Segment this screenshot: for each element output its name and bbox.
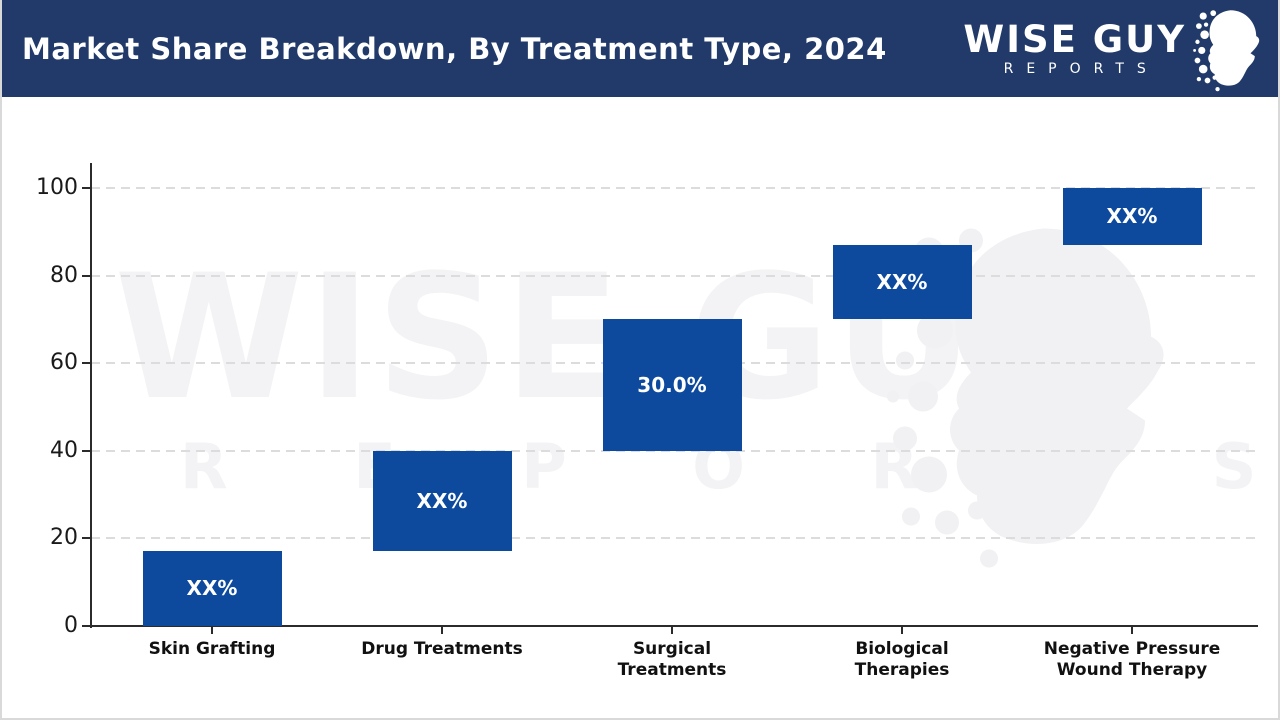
y-axis-label-40: 40 (50, 437, 78, 463)
logo-head-icon (1193, 9, 1260, 91)
y-axis-tick-40 (82, 449, 90, 452)
x-axis-tick-0 (211, 626, 213, 634)
bar-surgical: 30.0% (602, 319, 742, 451)
gridline-40 (91, 449, 1258, 452)
y-axis-tick-100 (82, 187, 90, 189)
bar-value-label: XX% (1106, 204, 1158, 229)
wiseguy-logo: WISE GUY REPORTS (963, 6, 1266, 92)
bar-drug-treatments: XX% (372, 450, 512, 552)
y-axis-tick-80 (82, 274, 90, 277)
bar-negative-pressure: XX% (1062, 188, 1202, 245)
category-label: Drug Treatments (361, 639, 523, 659)
x-axis-tick-2 (671, 626, 673, 634)
category-label: Skin Grafting (148, 639, 276, 659)
bar-value-label: XX% (186, 576, 238, 601)
x-axis-tick-1 (441, 626, 443, 634)
chart-title: Market Share Breakdown, By Treatment Typ… (22, 31, 887, 66)
y-axis-label-60: 60 (50, 350, 78, 375)
logo-subtitle: REPORTS (1003, 61, 1159, 77)
bar-value-label: 30.0% (637, 372, 707, 397)
y-axis-line (90, 163, 92, 628)
bar-value-label: XX% (416, 488, 468, 513)
y-axis-tick-20 (82, 537, 90, 539)
bar-biological: XX% (832, 244, 972, 320)
header: Market Share Breakdown, By Treatment Typ… (2, 0, 1278, 97)
gridline-100 (91, 187, 1258, 189)
logo-wordmark: WISE GUY (963, 18, 1186, 61)
bar-value-label: XX% (876, 270, 928, 295)
gridline-20 (91, 537, 1258, 539)
x-axis-tick-4 (1131, 626, 1133, 634)
y-axis-label-0: 0 (64, 612, 78, 638)
category-label: Surgical Treatments (617, 639, 727, 680)
logo-text: WISE GUY REPORTS (963, 21, 1186, 76)
gridline-80 (91, 274, 1258, 277)
category-label: Biological Therapies (854, 639, 950, 680)
bar-skin-grafting: XX% (142, 551, 282, 626)
y-axis-tick-0 (82, 624, 90, 627)
y-axis-label-80: 80 (50, 262, 78, 288)
category-label: Negative Pressure Wound Therapy (1043, 639, 1221, 680)
y-axis-tick-60 (82, 362, 90, 364)
x-axis-tick-3 (901, 626, 903, 634)
x-axis-line (89, 624, 1258, 627)
y-axis-label-100: 100 (36, 175, 78, 200)
y-axis-label-20: 20 (50, 525, 78, 550)
